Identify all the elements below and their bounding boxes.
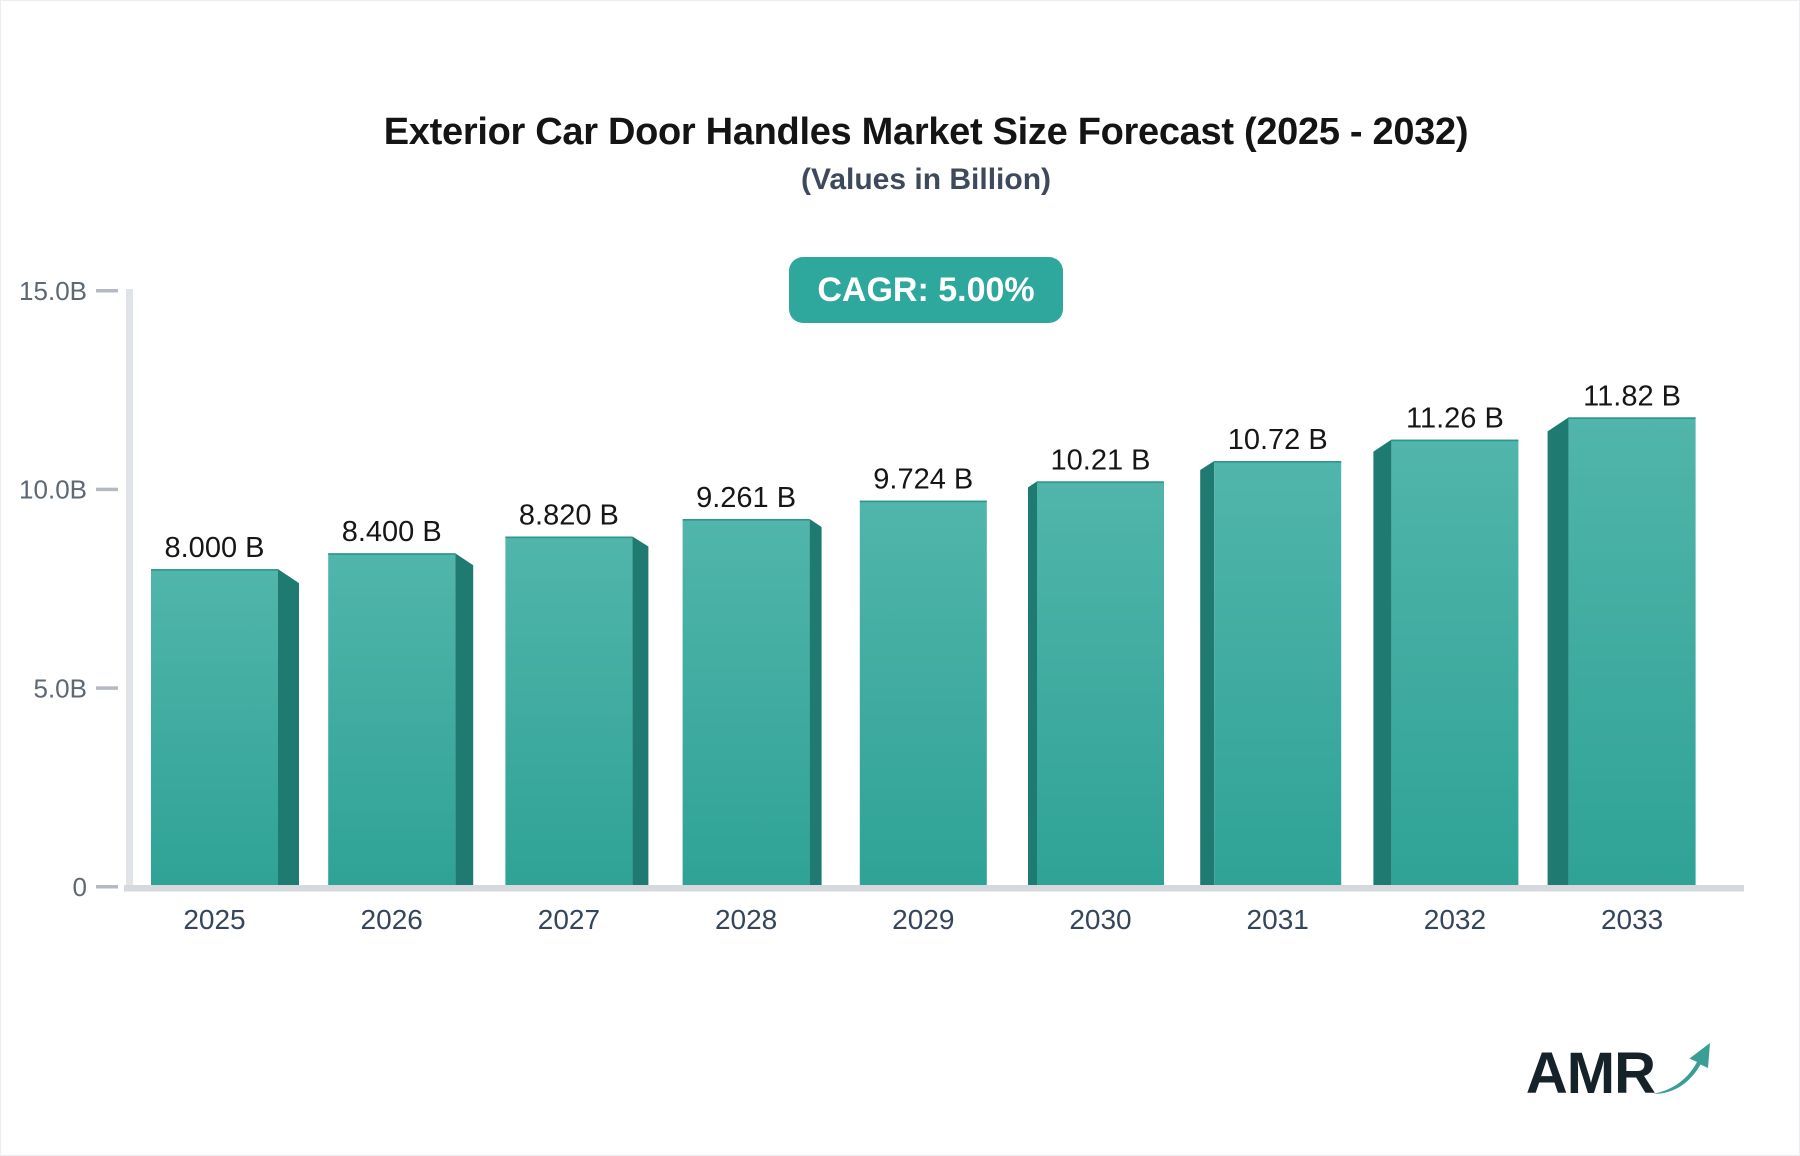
bar-side-2026	[455, 553, 474, 887]
x-tick-label: 2032	[1424, 904, 1486, 935]
x-axis-line	[124, 885, 1744, 892]
x-tick-label: 2031	[1247, 904, 1309, 935]
x-tick-label: 2030	[1069, 904, 1131, 935]
bar-2025	[151, 569, 278, 887]
y-tick-label: 0	[73, 872, 87, 902]
bar-value-label: 9.724 B	[873, 464, 973, 496]
bar-value-label: 8.400 B	[342, 516, 442, 548]
x-tick-label: 2027	[538, 904, 600, 935]
bar-2033	[1568, 417, 1696, 887]
bar-2030	[1037, 481, 1164, 887]
x-tick-label: 2025	[183, 904, 245, 935]
y-tick-mark	[96, 487, 118, 492]
bar-side-2033	[1547, 417, 1569, 887]
bar-2028	[682, 519, 810, 887]
bar-side-2028	[809, 519, 822, 887]
bar-side-2031	[1200, 461, 1215, 887]
bar-value-label: 9.261 B	[696, 482, 796, 514]
bar-2026	[328, 553, 456, 887]
bar-value-label: 8.000 B	[165, 532, 265, 564]
cagr-badge: CAGR: 5.00%	[789, 257, 1063, 323]
bar-2031	[1214, 461, 1342, 887]
bar-2027	[505, 536, 633, 887]
y-tick-label: 5.0B	[34, 673, 88, 703]
brand-logo: AMR	[1526, 1041, 1713, 1103]
bar-2032	[1391, 439, 1519, 887]
bar-value-label: 10.72 B	[1228, 424, 1328, 456]
x-tick-label: 2028	[715, 904, 777, 935]
trending-up-arrow-icon	[1653, 1043, 1710, 1094]
y-tick-label: 10.0B	[19, 475, 87, 505]
bar-value-label: 10.21 B	[1051, 444, 1151, 476]
x-tick-label: 2026	[361, 904, 423, 935]
chart-subtitle: (Values in Billion)	[800, 163, 1052, 196]
bar-value-label: 11.26 B	[1406, 403, 1504, 435]
y-axis-line	[126, 289, 133, 888]
y-tick-mark	[96, 885, 118, 889]
chart-header: Exterior Car Door Handles Market Size Fo…	[51, 109, 1799, 197]
bar-2029	[859, 500, 987, 887]
bar-value-label: 11.82 B	[1583, 380, 1681, 412]
bar-side-2025	[278, 569, 299, 887]
x-tick-label: 2033	[1601, 904, 1663, 935]
chart-title: Exterior Car Door Handles Market Size Fo…	[383, 111, 1469, 153]
y-tick-mark	[96, 686, 118, 690]
brand-logo-text: AMR	[1525, 1041, 1656, 1106]
bar-value-label: 8.820 B	[519, 500, 619, 532]
y-tick-mark	[96, 289, 118, 293]
bar-side-2027	[632, 536, 649, 887]
bar-side-2032	[1373, 439, 1392, 887]
y-tick-label: 15.0B	[19, 276, 87, 306]
bar-side-2030	[1028, 481, 1037, 887]
x-tick-label: 2029	[892, 904, 954, 935]
